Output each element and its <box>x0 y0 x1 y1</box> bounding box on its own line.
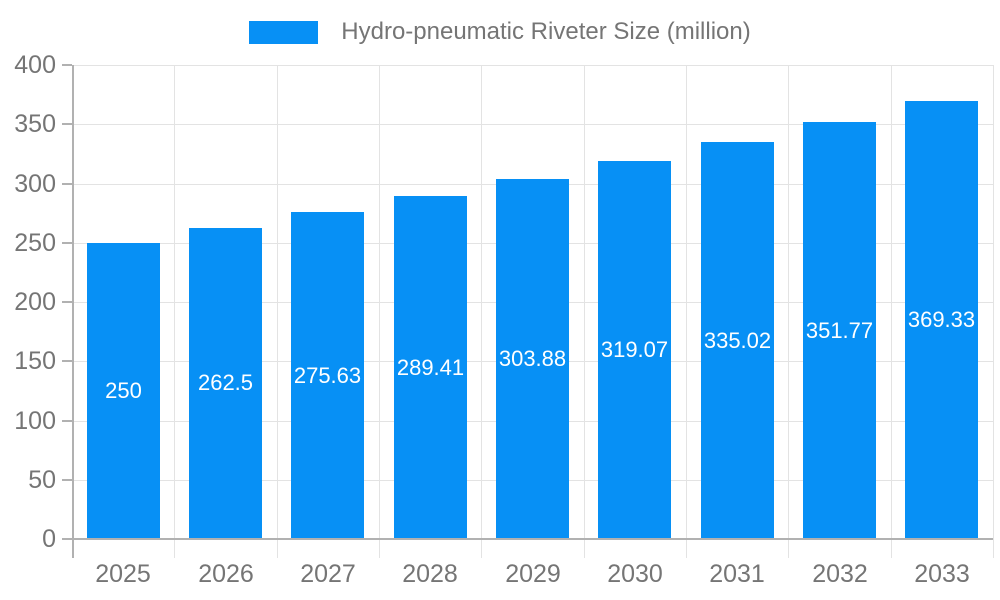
chart-legend[interactable]: Hydro-pneumatic Riveter Size (million) <box>0 18 1000 46</box>
y-axis-tick <box>62 183 72 185</box>
gridline-h <box>72 65 993 66</box>
gridline-v <box>481 65 482 558</box>
legend-label: Hydro-pneumatic Riveter Size (million) <box>341 18 751 45</box>
bar <box>394 196 467 539</box>
x-tick-label: 2026 <box>198 560 254 588</box>
bar-value-label: 250 <box>105 378 142 403</box>
y-tick-label: 150 <box>14 347 56 375</box>
y-axis-tick <box>62 301 72 303</box>
bar <box>291 212 364 539</box>
y-axis-tick <box>62 123 72 125</box>
y-axis-tick <box>62 538 72 540</box>
x-tick-label: 2028 <box>402 560 458 588</box>
y-tick-label: 0 <box>42 525 56 553</box>
y-tick-label: 400 <box>14 51 56 79</box>
gridline-v <box>993 65 994 558</box>
bar-value-label: 303.88 <box>498 346 567 371</box>
y-axis-tick <box>62 64 72 66</box>
bar <box>598 161 671 539</box>
gridline-v <box>891 65 892 558</box>
gridline-h <box>72 124 993 125</box>
gridline-v <box>788 65 789 558</box>
y-axis-tick <box>62 420 72 422</box>
x-tick-label: 2032 <box>812 560 868 588</box>
x-tick-label: 2025 <box>95 560 151 588</box>
x-tick-label: 2031 <box>709 560 765 588</box>
y-tick-label: 200 <box>14 288 56 316</box>
y-axis-tick <box>62 479 72 481</box>
bar-value-label: 319.07 <box>600 337 669 362</box>
y-tick-label: 100 <box>14 407 56 435</box>
bar-value-label: 369.33 <box>907 307 976 332</box>
x-tick-label: 2027 <box>300 560 356 588</box>
x-tick-label: 2030 <box>607 560 663 588</box>
x-tick-label: 2033 <box>914 560 970 588</box>
y-tick-label: 50 <box>28 466 56 494</box>
y-axis-line <box>72 65 74 558</box>
bar <box>905 101 978 539</box>
gridline-v <box>174 65 175 558</box>
y-tick-label: 350 <box>14 110 56 138</box>
y-tick-label: 300 <box>14 170 56 198</box>
bar-value-label: 275.63 <box>293 363 362 388</box>
bar <box>496 179 569 539</box>
x-tick-label: 2029 <box>505 560 561 588</box>
x-axis-line <box>71 538 993 540</box>
y-axis-tick <box>62 242 72 244</box>
gridline-v <box>277 65 278 558</box>
legend-swatch <box>249 20 319 44</box>
bar <box>189 228 262 539</box>
gridline-v <box>379 65 380 558</box>
gridline-v <box>584 65 585 558</box>
bar-value-label: 335.02 <box>703 328 772 353</box>
bar-value-label: 351.77 <box>805 318 874 343</box>
y-tick-label: 250 <box>14 229 56 257</box>
y-axis-tick <box>62 360 72 362</box>
bar-value-label: 262.5 <box>197 370 254 395</box>
bar <box>87 243 160 539</box>
bar <box>701 142 774 539</box>
bar <box>803 122 876 539</box>
gridline-v <box>686 65 687 558</box>
bar-value-label: 289.41 <box>396 355 465 380</box>
